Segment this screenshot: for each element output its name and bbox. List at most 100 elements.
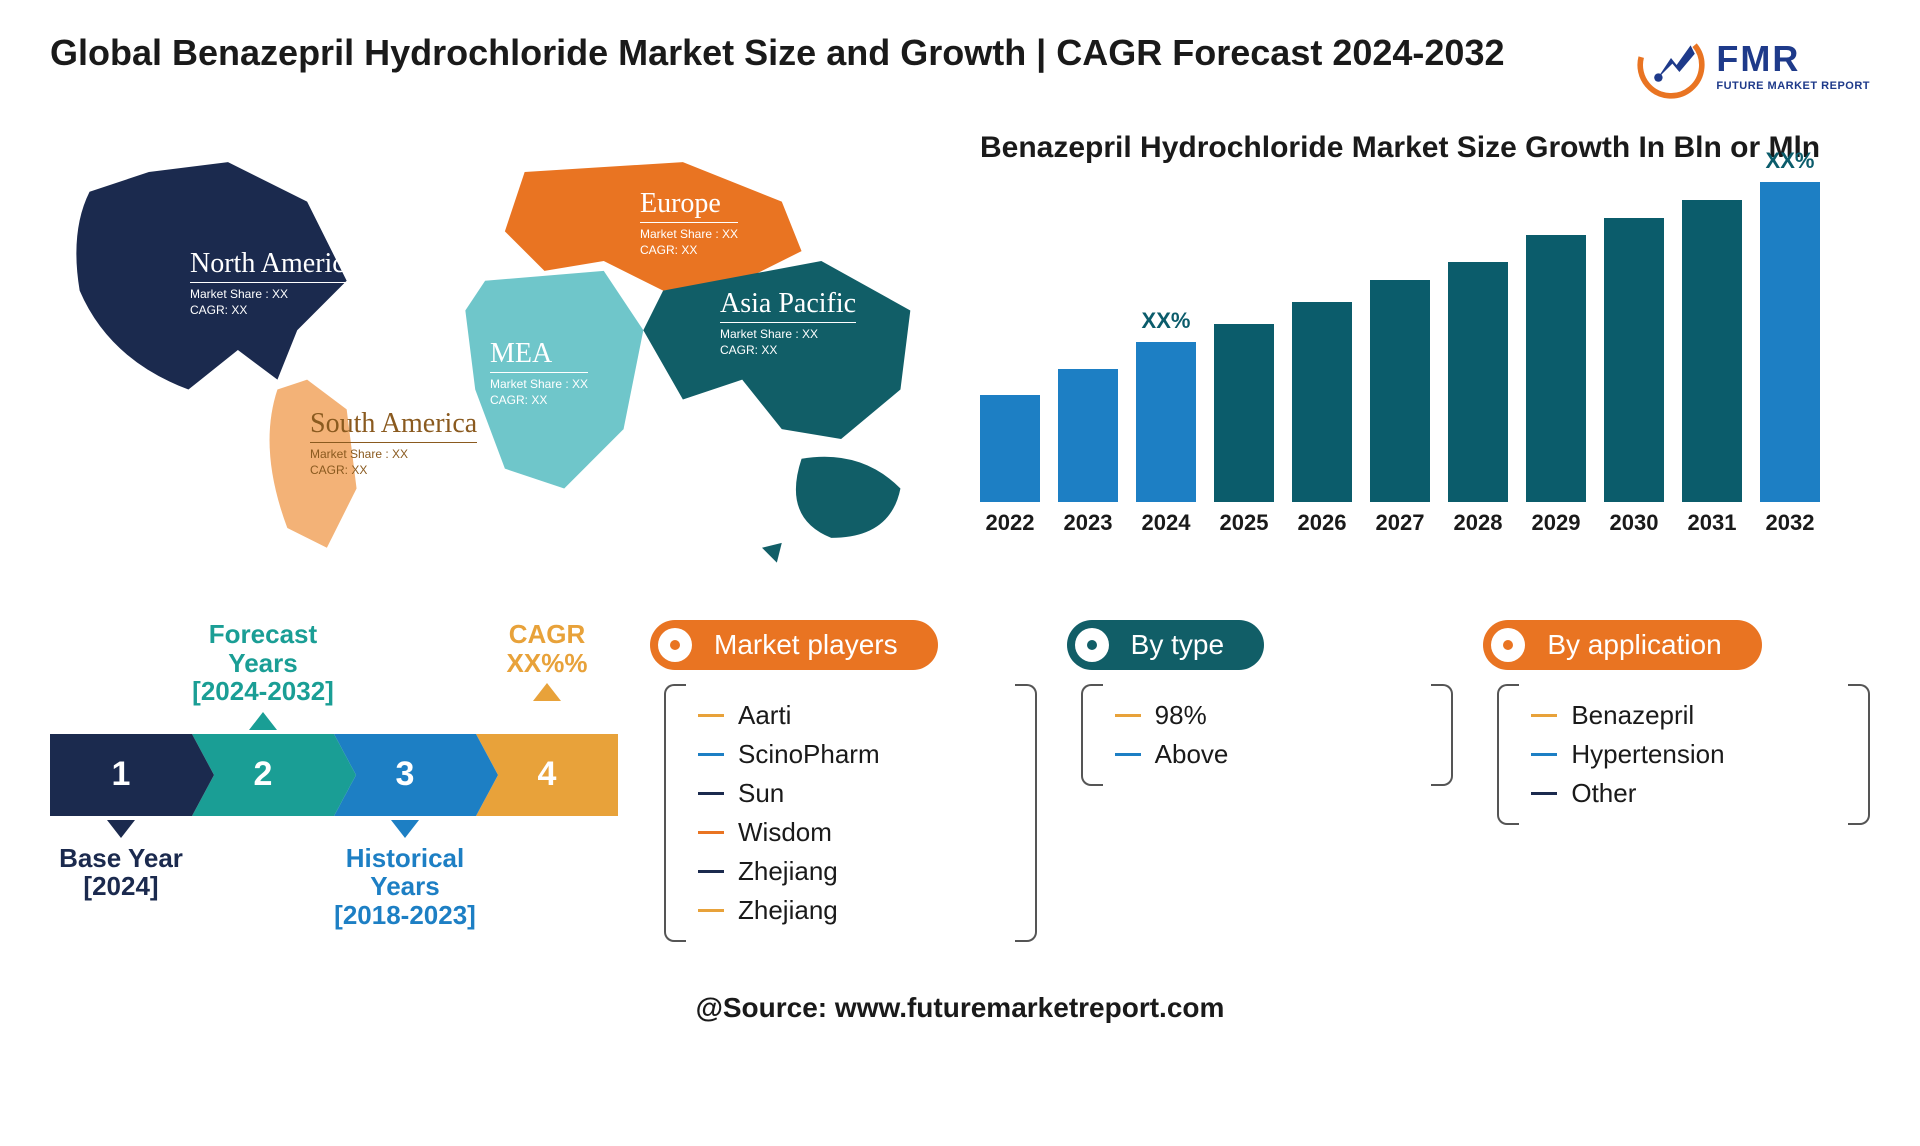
- tick-icon: [1115, 714, 1141, 717]
- list-item-text: Wisdom: [738, 813, 832, 852]
- bar-year-label: 2022: [986, 510, 1035, 536]
- list-item: Other: [1531, 774, 1870, 813]
- bar-year-label: 2027: [1376, 510, 1425, 536]
- world-map: North America Market Share : XX CAGR: XX…: [50, 130, 940, 570]
- list-item: Zhejiang: [698, 852, 1037, 891]
- list-item-text: Sun: [738, 774, 784, 813]
- bar: [980, 395, 1040, 502]
- bar-annotation: XX%: [1142, 308, 1191, 334]
- page-title: Global Benazepril Hydrochloride Market S…: [50, 30, 1504, 77]
- list-item: Above: [1115, 735, 1454, 774]
- region-mea: MEA Market Share : XX CAGR: XX: [490, 340, 588, 408]
- by-type-label: By type: [1131, 629, 1224, 661]
- region-eu: Europe Market Share : XX CAGR: XX: [640, 190, 738, 258]
- bar-year-label: 2026: [1298, 510, 1347, 536]
- list-item: Hypertension: [1531, 735, 1870, 774]
- list-item: Wisdom: [698, 813, 1037, 852]
- list-item-text: Zhejiang: [738, 891, 838, 930]
- tick-icon: [698, 870, 724, 873]
- list-item-text: Above: [1155, 735, 1229, 774]
- tick-icon: [698, 909, 724, 912]
- list-item-text: Hypertension: [1571, 735, 1724, 774]
- bar: [1292, 302, 1352, 502]
- tick-icon: [1531, 753, 1557, 756]
- bar-year-label: 2031: [1688, 510, 1737, 536]
- source-attribution: @Source: www.futuremarketreport.com: [50, 992, 1870, 1024]
- logo: FMR FUTURE MARKET REPORT: [1636, 30, 1870, 100]
- tick-icon: [698, 753, 724, 756]
- tick-icon: [698, 792, 724, 795]
- base-year-label: Base Year: [59, 843, 183, 873]
- bar-item: XX% 2032: [1760, 182, 1820, 536]
- forecast-years-label: Forecast Years: [209, 619, 317, 678]
- list-item-text: Benazepril: [1571, 696, 1694, 735]
- list-item-text: Other: [1571, 774, 1636, 813]
- tick-icon: [1115, 753, 1141, 756]
- list-item: Sun: [698, 774, 1037, 813]
- list-item-text: Aarti: [738, 696, 791, 735]
- bar-item: 2030: [1604, 218, 1664, 536]
- bar-item: 2028: [1448, 262, 1508, 536]
- bar: [1448, 262, 1508, 502]
- growth-bar-chart: Benazepril Hydrochloride Market Size Gro…: [980, 130, 1870, 570]
- bar-year-label: 2030: [1610, 510, 1659, 536]
- bar-item: 2031: [1682, 200, 1742, 536]
- timeline: Forecast Years [2024-2032] CAGR XX%% 123…: [50, 620, 620, 930]
- bar: [1760, 182, 1820, 502]
- bar: [1682, 200, 1742, 502]
- list-item: 98%: [1115, 696, 1454, 735]
- bar-item: 2027: [1370, 280, 1430, 536]
- bar-item: XX% 2024: [1136, 342, 1196, 536]
- by-type-pill: By type: [1067, 620, 1264, 670]
- bar-year-label: 2023: [1064, 510, 1113, 536]
- bar-item: 2023: [1058, 369, 1118, 536]
- timeline-step: 1: [50, 734, 192, 816]
- cagr-label: CAGR: [509, 619, 586, 649]
- region-ap: Asia Pacific Market Share : XX CAGR: XX: [720, 290, 856, 358]
- logo-abbr: FMR: [1716, 38, 1870, 80]
- by-type-column: By type 98%Above: [1067, 620, 1454, 786]
- bar: [1214, 324, 1274, 502]
- bar-item: 2029: [1526, 235, 1586, 536]
- bar-item: 2025: [1214, 324, 1274, 536]
- list-item-text: ScinoPharm: [738, 735, 880, 774]
- dot-icon: [1075, 628, 1109, 662]
- bar: [1058, 369, 1118, 502]
- bar-item: 2022: [980, 395, 1040, 536]
- logo-sub: FUTURE MARKET REPORT: [1716, 80, 1870, 92]
- market-players-column: Market players AartiScinoPharmSunWisdomZ…: [650, 620, 1037, 942]
- bar-item: 2026: [1292, 302, 1352, 536]
- fmr-logo-icon: [1636, 30, 1706, 100]
- bar-year-label: 2029: [1532, 510, 1581, 536]
- market-players-pill: Market players: [650, 620, 938, 670]
- list-item: ScinoPharm: [698, 735, 1037, 774]
- forecast-years-range: [2024-2032]: [192, 676, 334, 706]
- dot-icon: [1491, 628, 1525, 662]
- base-year-value: [2024]: [83, 871, 158, 901]
- historical-years-range: [2018-2023]: [334, 900, 476, 930]
- cagr-value: XX%%: [507, 648, 588, 678]
- list-item: Benazepril: [1531, 696, 1870, 735]
- bar: [1136, 342, 1196, 502]
- tick-icon: [1531, 714, 1557, 717]
- bar: [1604, 218, 1664, 502]
- bar-annotation: XX%: [1766, 148, 1815, 174]
- dot-icon: [658, 628, 692, 662]
- bar-year-label: 2024: [1142, 510, 1191, 536]
- list-item: Zhejiang: [698, 891, 1037, 930]
- chart-title: Benazepril Hydrochloride Market Size Gro…: [980, 130, 1870, 166]
- list-item-text: Zhejiang: [738, 852, 838, 891]
- market-players-label: Market players: [714, 629, 898, 661]
- bar-year-label: 2025: [1220, 510, 1269, 536]
- tick-icon: [698, 714, 724, 717]
- bar: [1526, 235, 1586, 502]
- by-application-label: By application: [1547, 629, 1721, 661]
- region-sa: South America Market Share : XX CAGR: XX: [310, 410, 477, 478]
- by-application-column: By application BenazeprilHypertensionOth…: [1483, 620, 1870, 825]
- tick-icon: [1531, 792, 1557, 795]
- bar-year-label: 2032: [1766, 510, 1815, 536]
- list-item: Aarti: [698, 696, 1037, 735]
- bar-year-label: 2028: [1454, 510, 1503, 536]
- bar: [1370, 280, 1430, 502]
- tick-icon: [698, 831, 724, 834]
